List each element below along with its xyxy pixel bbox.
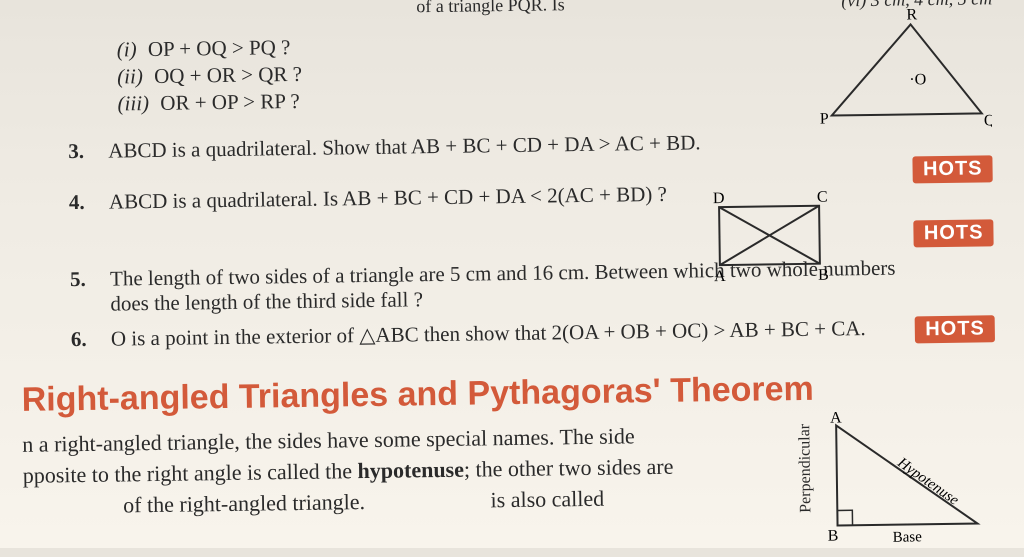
para-line-2a: pposite to the right angle is called the	[23, 458, 358, 488]
hots-badge-1: HOTS	[913, 155, 993, 183]
q2-ii-text: OQ + OR > QR ?	[154, 62, 302, 88]
vertex-q: Q	[984, 112, 992, 129]
roman-iii: (iii)	[117, 91, 149, 115]
q6-text: O is a point in the exterior of △ABC the…	[111, 316, 866, 351]
right-triangle-icon: A B Hypotenuse Base	[796, 408, 1008, 546]
para-line-2c: ; the other two sides are	[464, 454, 674, 482]
q5-text-b: does the length of the third side fall ?	[110, 287, 423, 315]
q2-iii-text: OR + OP > RP ?	[160, 89, 300, 115]
q6-num: 6.	[71, 327, 111, 353]
rt-vertex-a: A	[830, 409, 842, 426]
q5-num: 5.	[70, 267, 110, 293]
roman-ii: (ii)	[117, 64, 143, 88]
header-partial: of a triangle PQR. Is	[416, 0, 565, 17]
vertex-b: B	[818, 267, 829, 284]
rt-vertex-b: B	[828, 527, 839, 544]
para-line-3b: is also called	[490, 485, 604, 512]
perpendicular-label: Perpendicular	[796, 424, 815, 518]
question-6: 6.O is a point in the exterior of △ABC t…	[71, 314, 995, 352]
triangle-pqr-icon: P Q R ·O	[790, 3, 992, 136]
center-o: ·O	[909, 71, 926, 88]
vertex-a: A	[714, 268, 726, 284]
para-line-1: n a right-angled triangle, the sides hav…	[22, 423, 635, 457]
para-line-3a: of the right-angled triangle.	[123, 489, 365, 517]
quadrilateral-abcd-icon: D C A B	[699, 187, 840, 284]
hots-badge-2: HOTS	[914, 219, 994, 247]
vertex-p: P	[820, 111, 829, 128]
vertex-c: C	[817, 189, 828, 206]
base-label: Base	[893, 529, 923, 545]
hots-badge-3: HOTS	[915, 315, 995, 343]
q3-text: ABCD is a quadrilateral. Show that AB + …	[108, 130, 701, 162]
roman-i: (i)	[117, 37, 137, 61]
vertex-d: D	[713, 190, 725, 207]
q4-num: 4.	[69, 190, 109, 216]
vertex-r: R	[906, 6, 917, 23]
question-4: 4.ABCD is a quadrilateral. Is AB + BC + …	[69, 177, 993, 215]
q2-i-text: OP + OQ > PQ ?	[148, 35, 291, 61]
hypotenuse-label: Hypotenuse	[894, 454, 962, 509]
hypotenuse-term: hypotenuse	[357, 456, 464, 482]
intro-paragraph: n a right-angled triangle, the sides hav…	[22, 419, 783, 522]
q4-text: ABCD is a quadrilateral. Is AB + BC + CD…	[109, 182, 667, 214]
q3-num: 3.	[68, 139, 108, 165]
